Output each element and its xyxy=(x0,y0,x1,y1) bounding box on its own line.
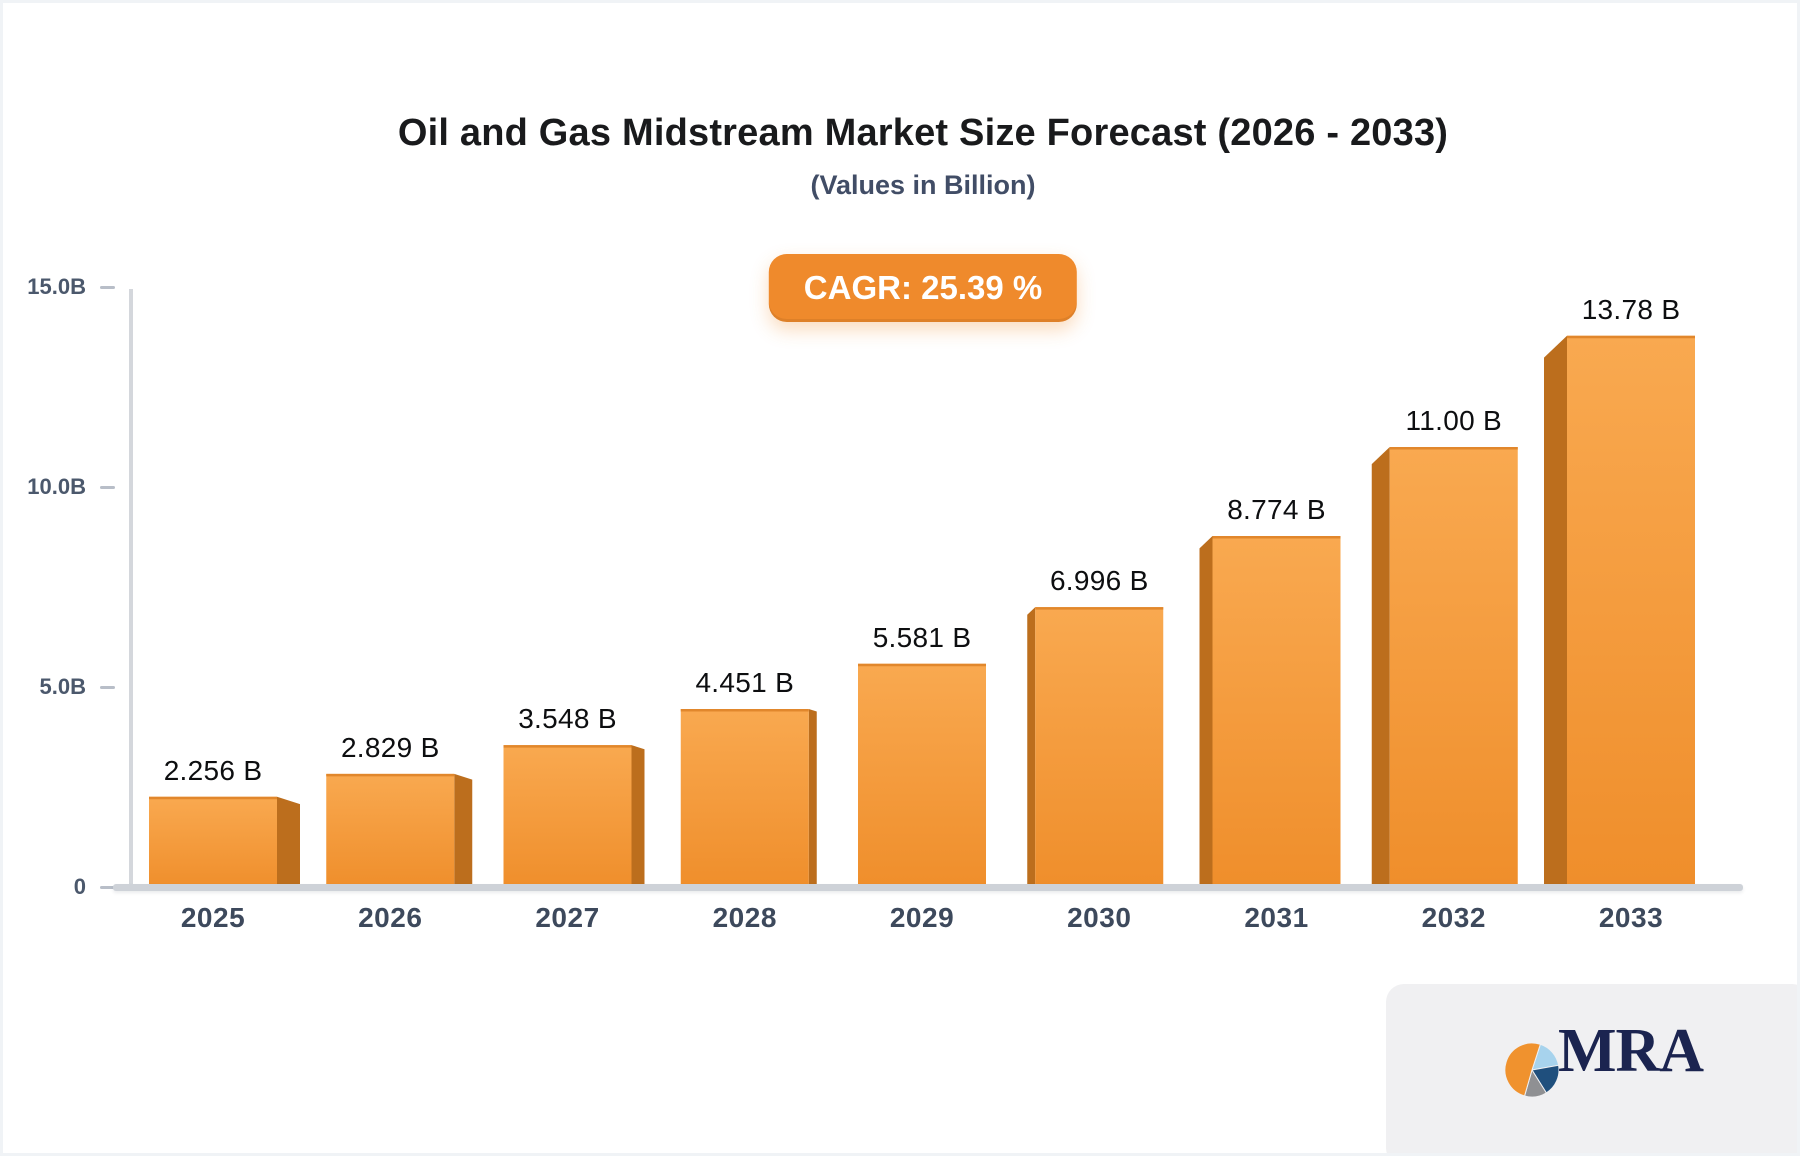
value-label-2031: 8.774 B xyxy=(1227,494,1326,526)
value-label-2029: 5.581 B xyxy=(872,621,972,653)
bar-top-edge-2025 xyxy=(149,796,277,800)
bar-2032 xyxy=(1389,447,1518,889)
bar-2028 xyxy=(680,708,809,889)
value-label-2030: 6.996 B xyxy=(1049,565,1149,597)
y-tick-label-5.0B: 5.0B xyxy=(39,674,86,699)
year-label-2025: 2025 xyxy=(180,902,246,933)
y-tick-10.0B xyxy=(100,485,115,489)
y-tick-0 xyxy=(100,885,115,889)
y-tick-label-10.0B: 10.0B xyxy=(27,474,86,499)
bar-side-2026 xyxy=(454,773,473,889)
bar-top-edge-2032 xyxy=(1389,447,1518,450)
value-label-2028: 4.451 B xyxy=(695,666,795,698)
bar-2029 xyxy=(858,663,986,889)
bar-top-edge-2028 xyxy=(680,708,809,712)
bar-2030 xyxy=(1035,607,1164,889)
bar-2027 xyxy=(503,745,632,889)
bar-2031 xyxy=(1212,536,1341,889)
y-tick-label-15.0B: 15.0B xyxy=(27,274,86,299)
value-label-2025: 2.256 B xyxy=(163,754,263,786)
bar-top-edge-2033 xyxy=(1567,335,1695,339)
bar-side-2028 xyxy=(808,708,817,889)
bar-top-edge-2030 xyxy=(1035,607,1164,610)
pie-chart-logo-icon xyxy=(1504,1042,1560,1098)
value-label-2033: 13.78 B xyxy=(1581,293,1681,325)
bar-side-2025 xyxy=(277,796,300,889)
brand-logo-panel: MRA xyxy=(1386,984,1800,1156)
brand-logo-text: MRA xyxy=(1558,1017,1704,1085)
bar-top-edge-2031 xyxy=(1212,536,1341,539)
y-tick-15.0B xyxy=(100,285,115,289)
y-axis-line xyxy=(129,289,133,887)
y-tick-5.0B xyxy=(100,685,115,689)
bar-side-2031 xyxy=(1199,536,1213,889)
chart-subtitle: (Values in Billion) xyxy=(810,170,1036,200)
bar-2025 xyxy=(149,796,277,889)
year-label-2028: 2028 xyxy=(712,902,777,933)
bar-top-edge-2027 xyxy=(503,745,632,748)
bar-side-2033 xyxy=(1544,335,1567,889)
cagr-badge: CAGR: 25.39 % xyxy=(768,254,1078,322)
year-label-2027: 2027 xyxy=(535,902,600,933)
bar-top-edge-2029 xyxy=(858,663,986,667)
pie-slice-orange xyxy=(1504,1042,1541,1097)
value-label-2026: 2.829 B xyxy=(340,731,440,763)
bar-side-2027 xyxy=(631,745,645,889)
year-label-2031: 2031 xyxy=(1244,902,1309,933)
year-label-2033: 2033 xyxy=(1598,902,1664,933)
year-label-2030: 2030 xyxy=(1067,902,1132,933)
bar-side-2030 xyxy=(1027,607,1036,889)
year-label-2029: 2029 xyxy=(889,902,955,933)
bar-2033 xyxy=(1567,335,1695,889)
value-label-2027: 3.548 B xyxy=(518,703,617,735)
y-tick-label-0: 0 xyxy=(73,874,86,899)
x-axis-baseline xyxy=(113,884,1743,891)
value-label-2032: 11.00 B xyxy=(1405,405,1503,436)
year-label-2026: 2026 xyxy=(358,902,423,933)
chart-title: Oil and Gas Midstream Market Size Foreca… xyxy=(397,112,1449,154)
year-label-2032: 2032 xyxy=(1421,902,1486,933)
bar-2026 xyxy=(326,773,455,889)
bar-side-2032 xyxy=(1371,447,1390,889)
bar-top-edge-2026 xyxy=(326,773,455,777)
